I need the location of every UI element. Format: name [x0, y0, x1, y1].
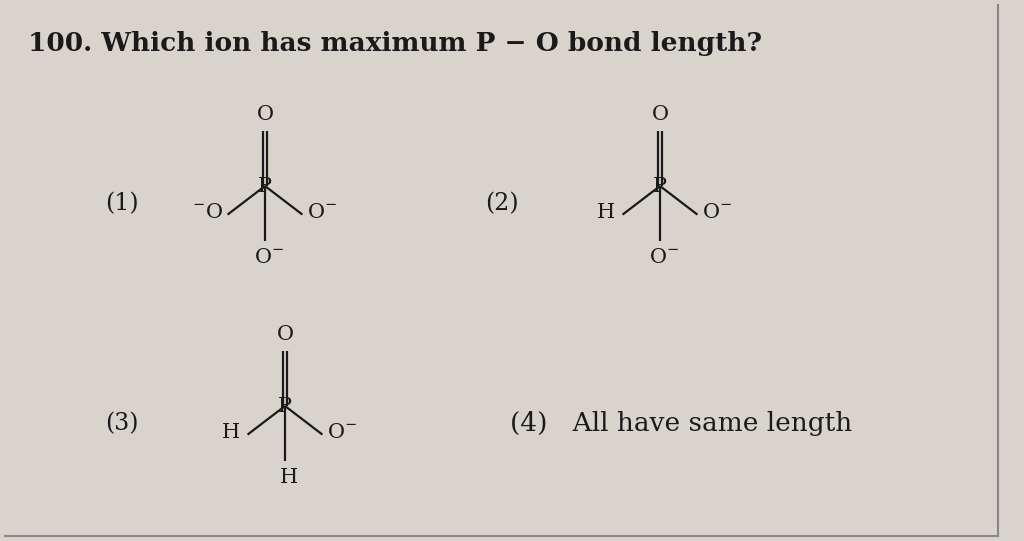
Text: H: H	[280, 468, 298, 487]
Text: O$^{-}$: O$^{-}$	[649, 248, 679, 267]
Text: O: O	[651, 105, 669, 124]
Text: O$^{-}$: O$^{-}$	[254, 248, 284, 267]
Text: (1): (1)	[105, 193, 138, 215]
Text: H: H	[221, 423, 240, 442]
Text: O$^{-}$: O$^{-}$	[702, 203, 732, 222]
Text: (4)   All have same length: (4) All have same length	[510, 412, 852, 437]
Text: (3): (3)	[105, 412, 138, 436]
Text: 100. Which ion has maximum P − O bond length?: 100. Which ion has maximum P − O bond le…	[28, 31, 762, 56]
Text: P: P	[653, 176, 667, 195]
Text: O: O	[276, 325, 294, 344]
Text: O$^{-}$: O$^{-}$	[328, 423, 357, 442]
Text: $^{-}$O: $^{-}$O	[191, 203, 222, 222]
Text: O: O	[256, 105, 273, 124]
Text: H: H	[596, 203, 614, 222]
Text: P: P	[258, 176, 272, 195]
Text: P: P	[278, 397, 292, 415]
Text: (2): (2)	[485, 193, 518, 215]
Text: O$^{-}$: O$^{-}$	[307, 203, 338, 222]
